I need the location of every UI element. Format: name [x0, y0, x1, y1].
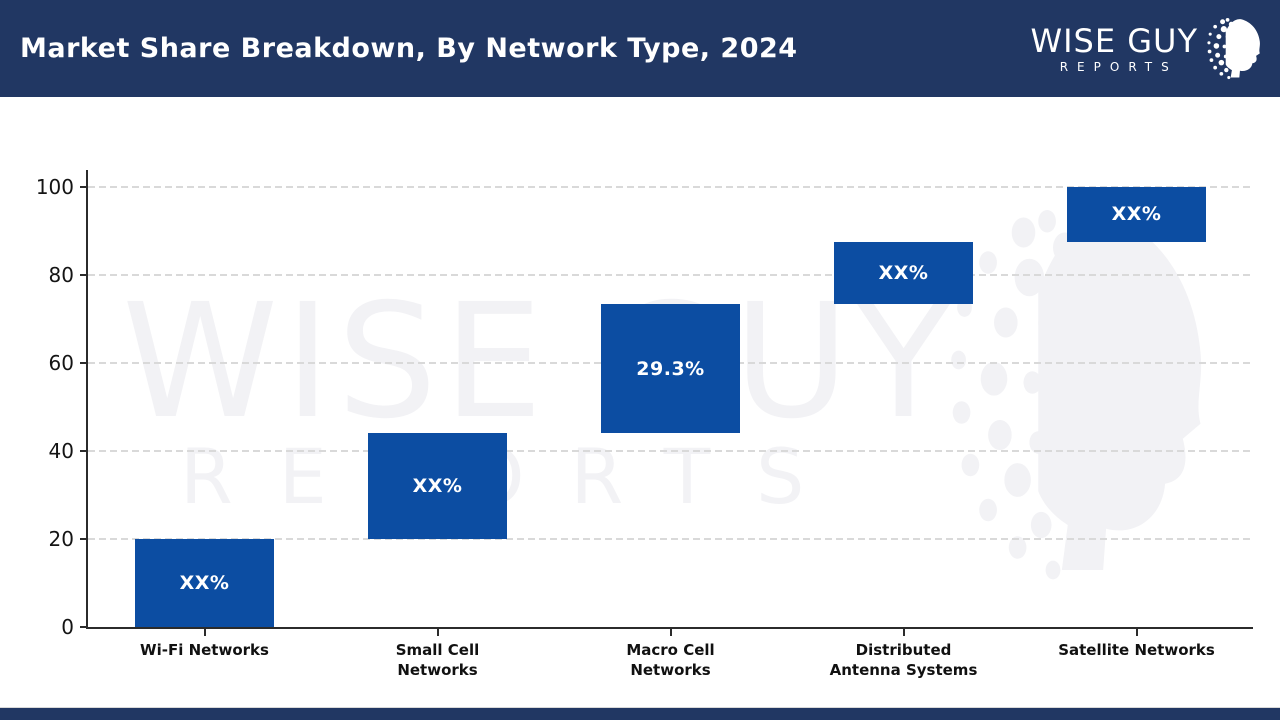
x-category-label-line: Small Cell	[395, 641, 480, 659]
footer-bar	[0, 708, 1280, 720]
x-category-label-4: Distributed Antenna Systems	[789, 640, 1019, 680]
x-tick-4	[902, 627, 905, 636]
bar-1: XX%	[135, 539, 274, 627]
gridline-80	[88, 274, 1253, 276]
x-category-label-line: Wi-Fi Networks	[140, 641, 269, 659]
header-bar: Market Share Breakdown, By Network Type,…	[0, 0, 1280, 97]
x-category-label-2: Small Cell Networks	[323, 640, 553, 680]
bar-4: XX%	[834, 241, 973, 305]
x-category-label-line: Satellite Networks	[1058, 641, 1215, 659]
y-tick-80	[80, 274, 88, 276]
y-tick-label-60: 60	[48, 351, 74, 375]
brand-logo: WISE GUY REPORTS	[1030, 0, 1266, 97]
y-tick-label-100: 100	[35, 175, 74, 199]
y-tick-0	[80, 626, 88, 628]
x-category-label-1: Wi-Fi Networks	[90, 640, 320, 660]
x-tick-5	[1135, 627, 1138, 636]
brand-head-icon	[1204, 11, 1266, 87]
y-tick-label-0: 0	[61, 615, 74, 639]
bar-value-label: XX%	[412, 475, 463, 498]
gridline-20	[88, 538, 1253, 540]
watermark-head-logo	[935, 210, 1230, 585]
bar-value-label: XX%	[1111, 203, 1162, 226]
footer-divider	[0, 707, 1280, 708]
x-category-label-5: Satellite Networks	[1022, 640, 1252, 660]
y-tick-20	[80, 538, 88, 540]
x-category-label-line: Antenna Systems	[829, 661, 978, 679]
x-tick-2	[436, 627, 439, 636]
x-tick-3	[669, 627, 672, 636]
y-tick-60	[80, 362, 88, 364]
y-tick-40	[80, 450, 88, 452]
y-tick-label-20: 20	[48, 527, 74, 551]
brand-logo-text: WISE GUY REPORTS	[1030, 24, 1198, 74]
bar-value-label: 29.3%	[636, 357, 705, 380]
x-category-label-line: Distributed	[855, 641, 952, 659]
y-axis-line	[86, 170, 88, 629]
x-tick-1	[203, 627, 206, 636]
x-category-label-3: Macro Cell Networks	[556, 640, 786, 680]
x-category-label-line: Macro Cell	[626, 641, 715, 659]
bar-value-label: XX%	[179, 572, 230, 594]
bar-value-label: XX%	[878, 262, 929, 284]
y-tick-100	[80, 186, 88, 188]
watermark-text-secondary: REPORTS	[180, 432, 851, 521]
y-tick-label-80: 80	[48, 263, 74, 287]
gridline-40	[88, 450, 1253, 452]
page-title: Market Share Breakdown, By Network Type,…	[20, 33, 798, 64]
x-category-label-line: Networks	[397, 661, 478, 679]
brand-subname: REPORTS	[1059, 59, 1178, 74]
brand-name: WISE GUY	[1030, 21, 1198, 60]
bar-3: 29.3%	[601, 304, 740, 434]
y-tick-label-40: 40	[48, 439, 74, 463]
bar-5: XX%	[1067, 187, 1206, 242]
gridline-100	[88, 186, 1253, 188]
x-category-label-line: Networks	[630, 661, 711, 679]
bar-2: XX%	[368, 433, 507, 539]
